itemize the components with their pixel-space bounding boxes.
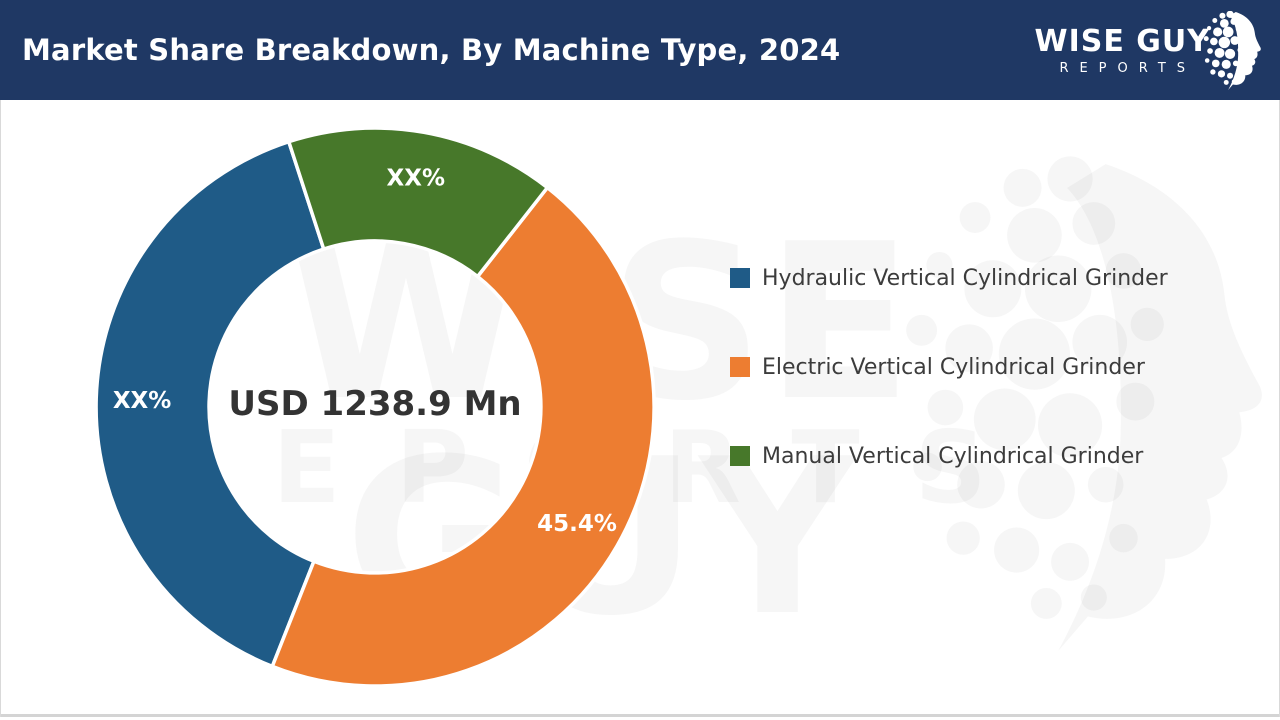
legend-item-manual: Manual Vertical Cylindrical Grinder xyxy=(730,443,1168,469)
bottom-border xyxy=(1,714,1279,717)
legend-swatch-electric xyxy=(730,357,750,377)
legend-item-hydraulic: Hydraulic Vertical Cylindrical Grinder xyxy=(730,265,1168,291)
donut-slice-hydraulic[interactable] xyxy=(94,139,326,669)
chart-area: WISE GUY REPORTS XX%45.4%XX% USD 1238.9 … xyxy=(0,100,1280,717)
slice-label-electric: 45.4% xyxy=(537,511,617,537)
legend-swatch-manual xyxy=(730,446,750,466)
donut-slice-electric[interactable] xyxy=(270,185,656,688)
header-bar: Market Share Breakdown, By Machine Type,… xyxy=(0,0,1280,100)
wise-guy-logo: WISE GUY REPORTS xyxy=(1034,11,1262,91)
legend-label: Manual Vertical Cylindrical Grinder xyxy=(762,443,1144,469)
chart-legend: Hydraulic Vertical Cylindrical Grinder E… xyxy=(730,266,1168,533)
logo-line2: REPORTS xyxy=(1059,61,1197,76)
logo-wordmark: WISE GUY REPORTS xyxy=(1034,24,1210,76)
legend-label: Electric Vertical Cylindrical Grinder xyxy=(762,354,1145,380)
page-title: Market Share Breakdown, By Machine Type,… xyxy=(22,33,841,67)
legend-item-electric: Electric Vertical Cylindrical Grinder xyxy=(730,354,1168,380)
donut-center-value: USD 1238.9 Mn xyxy=(228,384,522,424)
slice-label-manual: XX% xyxy=(387,166,446,192)
dotted-face-profile-icon xyxy=(1203,11,1261,91)
donut-slice-manual[interactable] xyxy=(286,126,550,279)
legend-swatch-hydraulic xyxy=(730,268,750,288)
logo-line1: WISE GUY xyxy=(1034,24,1210,59)
donut-chart: XX% 45.4% XX% xyxy=(94,126,656,688)
legend-label: Hydraulic Vertical Cylindrical Grinder xyxy=(762,265,1168,291)
slice-label-hydraulic: XX% xyxy=(113,388,172,414)
